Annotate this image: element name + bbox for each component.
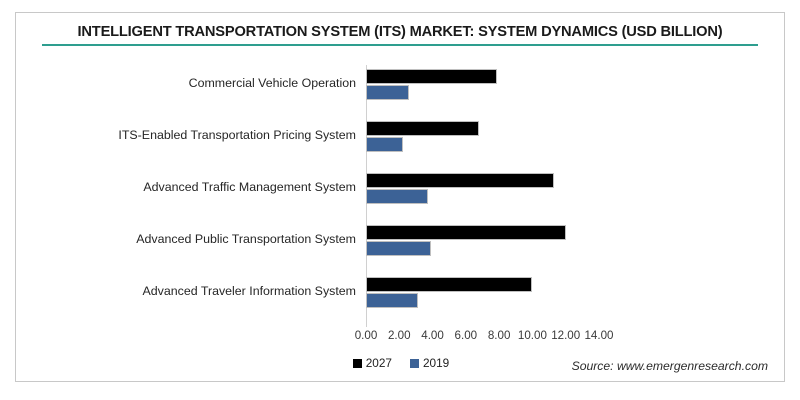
plot-area: Commercial Vehicle Operation ITS-Enabled … [16, 61, 786, 383]
x-tick-label: 4.00 [421, 329, 444, 342]
title-block: INTELLIGENT TRANSPORTATION SYSTEM (ITS) … [16, 13, 784, 61]
bar-2027[interactable] [366, 277, 533, 292]
source-attribution: Source: www.emergenresearch.com [571, 359, 768, 373]
chart-figure: INTELLIGENT TRANSPORTATION SYSTEM (ITS) … [15, 12, 785, 382]
bar-2027[interactable] [366, 225, 566, 240]
bar-group: Commercial Vehicle Operation [16, 65, 786, 117]
x-tick-label: 14.00 [584, 329, 614, 342]
x-tick-label: 2.00 [387, 329, 411, 342]
bar-2027[interactable] [366, 69, 498, 84]
x-tick-label: 0.00 [354, 329, 378, 342]
bar-2019[interactable] [366, 85, 410, 100]
category-label: ITS-Enabled Transportation Pricing Syste… [118, 128, 356, 142]
x-tick-label: 6.00 [454, 329, 478, 342]
category-label: Commercial Vehicle Operation [188, 76, 356, 90]
bar-2027[interactable] [366, 121, 480, 136]
category-label: Advanced Public Transportation System [136, 232, 356, 246]
legend-swatch-icon [352, 358, 362, 368]
legend-swatch-icon [410, 358, 419, 368]
category-label: Advanced Traveler Information System [142, 284, 357, 298]
bar-2019[interactable] [366, 137, 403, 152]
bar-2019[interactable] [366, 293, 418, 308]
bar-2027[interactable] [366, 173, 555, 188]
bar-2019[interactable] [366, 241, 431, 256]
legend-item-2019[interactable]: 2019 [410, 356, 449, 370]
legend-item-2027[interactable]: 2027 [352, 356, 392, 370]
x-tick-label: 12.00 [551, 329, 581, 342]
legend-label: 2027 [365, 356, 392, 370]
chart-legend: 2027 2019 [16, 353, 786, 373]
chart-title: INTELLIGENT TRANSPORTATION SYSTEM (ITS) … [77, 23, 723, 40]
bar-group: Advanced Traffic Management System [16, 169, 786, 221]
category-label: Advanced Traffic Management System [143, 180, 356, 194]
x-tick-label: 8.00 [487, 329, 511, 342]
bar-2019[interactable] [366, 189, 428, 204]
bar-group: Advanced Public Transportation System [16, 221, 786, 273]
legend-label: 2019 [423, 356, 450, 370]
title-underline-rule [42, 44, 758, 46]
bar-group: Advanced Traveler Information System [16, 273, 786, 325]
x-tick-label: 10.00 [517, 329, 547, 342]
bar-group: ITS-Enabled Transportation Pricing Syste… [16, 117, 786, 169]
x-axis-tick-labels: 0.00 2.00 4.00 6.00 8.00 10.00 12.00 14.00 [16, 329, 786, 349]
